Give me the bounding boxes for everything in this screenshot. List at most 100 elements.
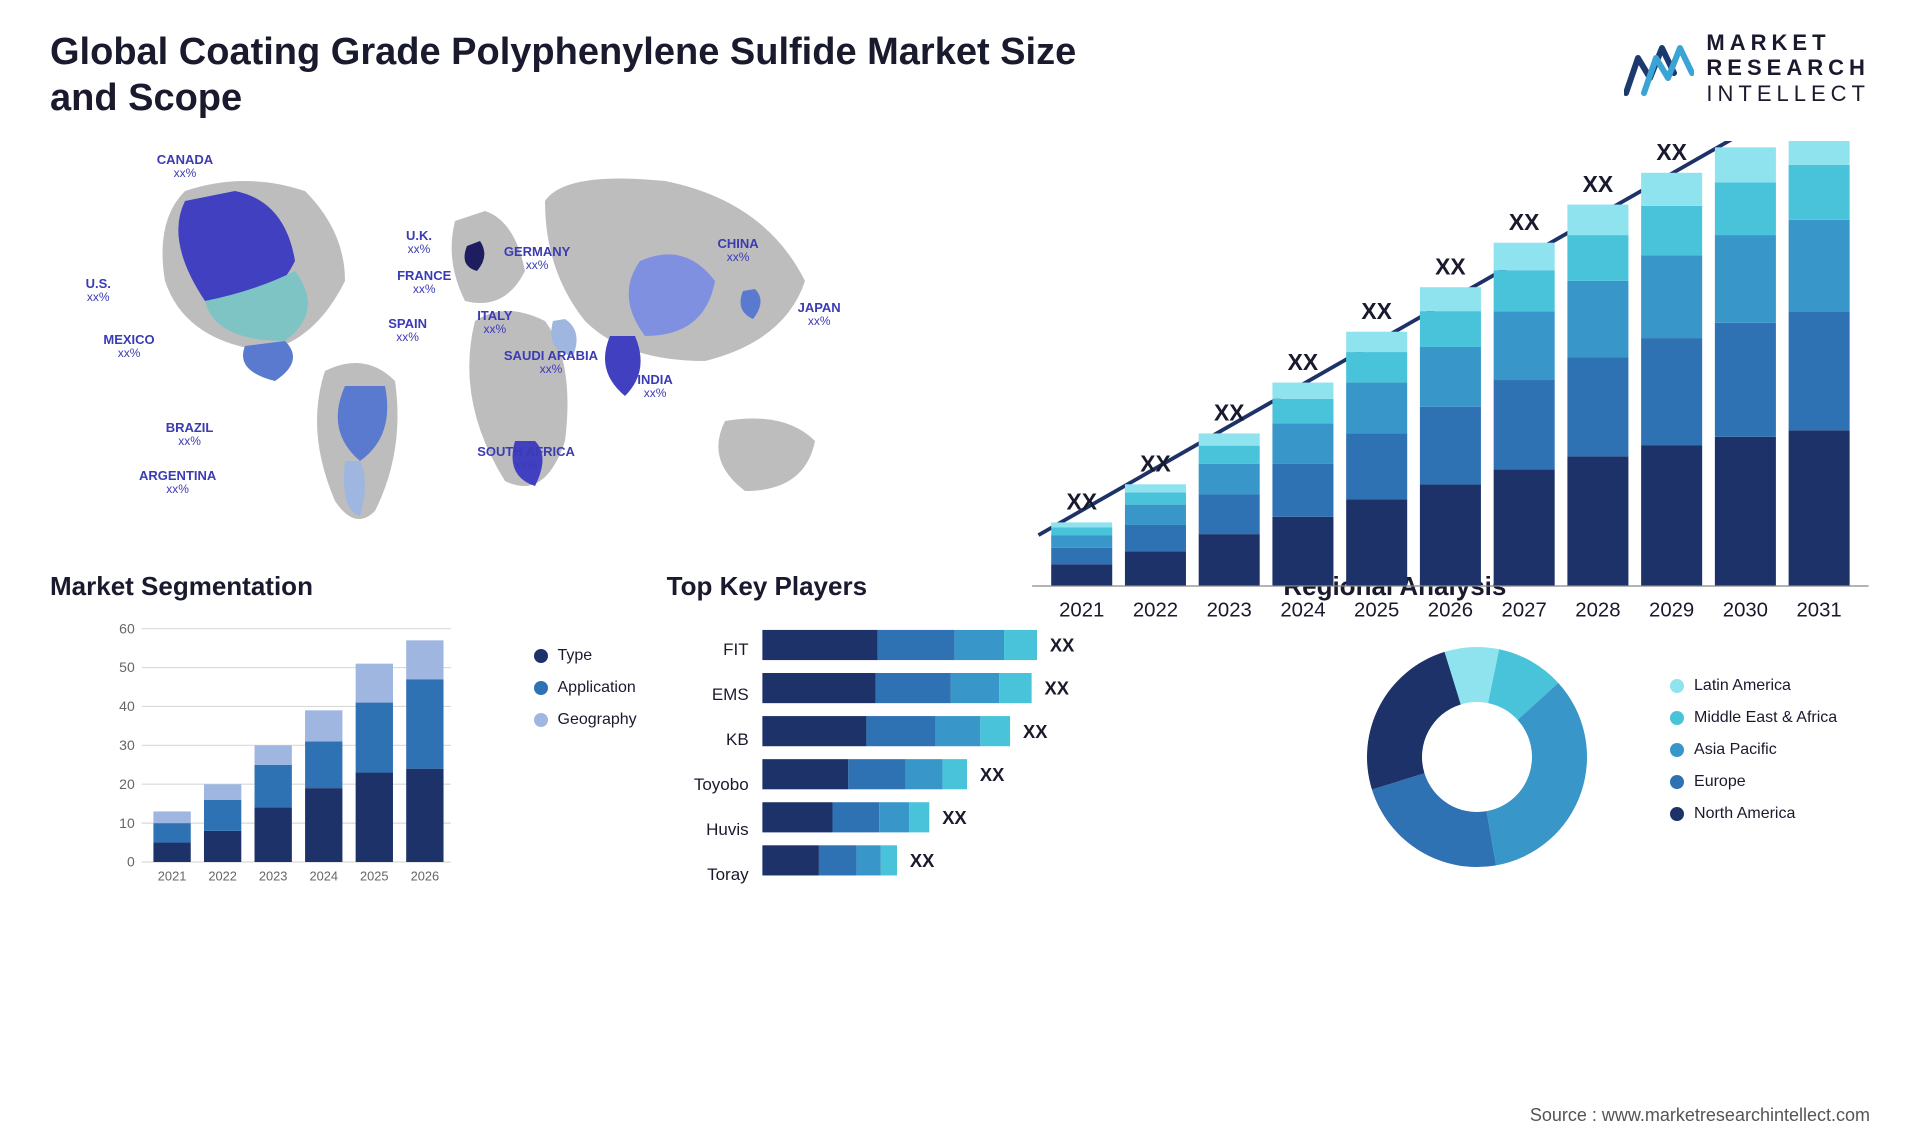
region-legend-item: Latin America: [1670, 677, 1870, 695]
player-bar-seg: [875, 673, 950, 703]
map-region-mexico: [243, 341, 293, 381]
growth-bar-seg: [1346, 332, 1407, 352]
player-bar-seg: [762, 845, 819, 875]
growth-bar-seg: [1641, 446, 1702, 586]
seg-legend-item: Type: [534, 647, 637, 665]
growth-year-label: 2024: [1280, 600, 1325, 622]
brand-logo: MARKET RESEARCH INTELLECT: [1624, 30, 1870, 106]
growth-bar-seg: [1199, 534, 1260, 586]
growth-bar-seg: [1420, 287, 1481, 311]
regional-donut: [1357, 637, 1597, 877]
donut-slice: [1367, 652, 1461, 790]
player-bar-seg: [909, 802, 929, 832]
seg-bar-seg: [204, 831, 241, 862]
player-bar-seg: [819, 845, 857, 875]
player-bar-seg: [935, 716, 980, 746]
seg-bar-seg: [153, 823, 190, 842]
growth-bar-seg: [1272, 399, 1333, 423]
player-name-label: FIT: [667, 630, 749, 670]
player-bar-seg: [980, 716, 1010, 746]
growth-bar-seg: [1125, 525, 1186, 551]
growth-bar-seg: [1641, 338, 1702, 445]
growth-bar-seg: [1051, 535, 1112, 548]
growth-bar-seg: [1567, 281, 1628, 357]
growth-bar-seg: [1420, 485, 1481, 587]
seg-bar-seg: [153, 843, 190, 862]
growth-bar-label: XX: [1583, 171, 1614, 197]
map-label-mexico: MEXICOxx%: [103, 333, 154, 360]
growth-bar-seg: [1420, 311, 1481, 347]
map-label-saudi-arabia: SAUDI ARABIAxx%: [504, 349, 598, 376]
growth-bar-seg: [1272, 517, 1333, 586]
segmentation-title: Market Segmentation: [50, 571, 637, 602]
map-label-japan: JAPANxx%: [798, 301, 841, 328]
seg-bar-seg: [406, 641, 443, 680]
seg-legend-item: Application: [534, 679, 637, 697]
growth-bar-label: XX: [1066, 489, 1097, 515]
growth-bar-seg: [1641, 173, 1702, 206]
segmentation-chart: 0102030405060202120222023202420252026: [50, 617, 514, 897]
seg-bar-seg: [356, 703, 393, 773]
player-name-label: EMS: [667, 675, 749, 715]
growth-bar-seg: [1051, 523, 1112, 528]
growth-bar-seg: [1346, 434, 1407, 500]
seg-bar-seg: [406, 769, 443, 862]
source-attribution: Source : www.marketresearchintellect.com: [1530, 1105, 1870, 1126]
growth-year-label: 2028: [1575, 600, 1620, 622]
regional-legend: Latin AmericaMiddle East & AfricaAsia Pa…: [1670, 677, 1870, 837]
growth-year-label: 2023: [1207, 600, 1252, 622]
growth-bar-label: XX: [1214, 400, 1245, 426]
seg-bar-seg: [255, 808, 292, 862]
growth-bar-seg: [1789, 141, 1850, 165]
growth-bar-seg: [1199, 446, 1260, 464]
growth-bar-label: XX: [1288, 349, 1319, 375]
players-labels: FITEMSKBToyoboHuvisToray: [667, 617, 757, 897]
map-label-u-k-: U.K.xx%: [406, 229, 432, 256]
growth-bar-seg: [1567, 205, 1628, 236]
growth-bar-seg: [1494, 270, 1555, 311]
seg-legend-item: Geography: [534, 711, 637, 729]
seg-year-label: 2024: [309, 869, 338, 884]
growth-bar-label: XX: [1435, 254, 1466, 280]
world-map-panel: CANADAxx%U.S.xx%MEXICOxx%BRAZILxx%ARGENT…: [50, 141, 940, 541]
map-label-france: FRANCExx%: [397, 269, 451, 296]
growth-bar-seg: [1789, 431, 1850, 587]
growth-year-label: 2030: [1723, 600, 1768, 622]
growth-year-label: 2027: [1502, 600, 1547, 622]
player-bar-seg: [762, 716, 866, 746]
seg-bar-seg: [305, 711, 342, 742]
growth-bar-seg: [1051, 528, 1112, 536]
map-label-spain: SPAINxx%: [388, 317, 427, 344]
player-bar-seg: [881, 845, 897, 875]
player-name-label: Huvis: [667, 810, 749, 850]
growth-year-label: 2025: [1354, 600, 1399, 622]
growth-year-label: 2021: [1059, 600, 1104, 622]
seg-bar-seg: [305, 788, 342, 862]
player-bar-seg: [905, 759, 942, 789]
player-name-label: Toray: [667, 855, 749, 895]
page-title: Global Coating Grade Polyphenylene Sulfi…: [50, 30, 1150, 121]
player-bar-seg: [999, 673, 1031, 703]
growth-bar-seg: [1346, 500, 1407, 586]
growth-bar-seg: [1199, 434, 1260, 446]
player-bar-seg: [866, 716, 935, 746]
segmentation-panel: Market Segmentation 01020304050602021202…: [50, 571, 637, 897]
growth-bar-seg: [1199, 464, 1260, 495]
player-value-label: XX: [1023, 721, 1048, 742]
growth-bar-seg: [1125, 505, 1186, 525]
growth-bar-seg: [1641, 206, 1702, 256]
seg-year-label: 2022: [208, 869, 237, 884]
growth-bar-seg: [1125, 493, 1186, 505]
growth-bar-seg: [1494, 243, 1555, 270]
growth-year-label: 2026: [1428, 600, 1473, 622]
player-bar-seg: [951, 673, 999, 703]
map-label-china: CHINAxx%: [718, 237, 759, 264]
player-value-label: XX: [1044, 678, 1069, 699]
region-legend-item: Europe: [1670, 773, 1870, 791]
growth-bar-seg: [1715, 148, 1776, 183]
growth-year-label: 2031: [1797, 600, 1842, 622]
growth-bar-seg: [1715, 323, 1776, 437]
growth-bar-seg: [1494, 380, 1555, 469]
map-label-u-s-: U.S.xx%: [86, 277, 111, 304]
seg-bar-seg: [406, 679, 443, 768]
